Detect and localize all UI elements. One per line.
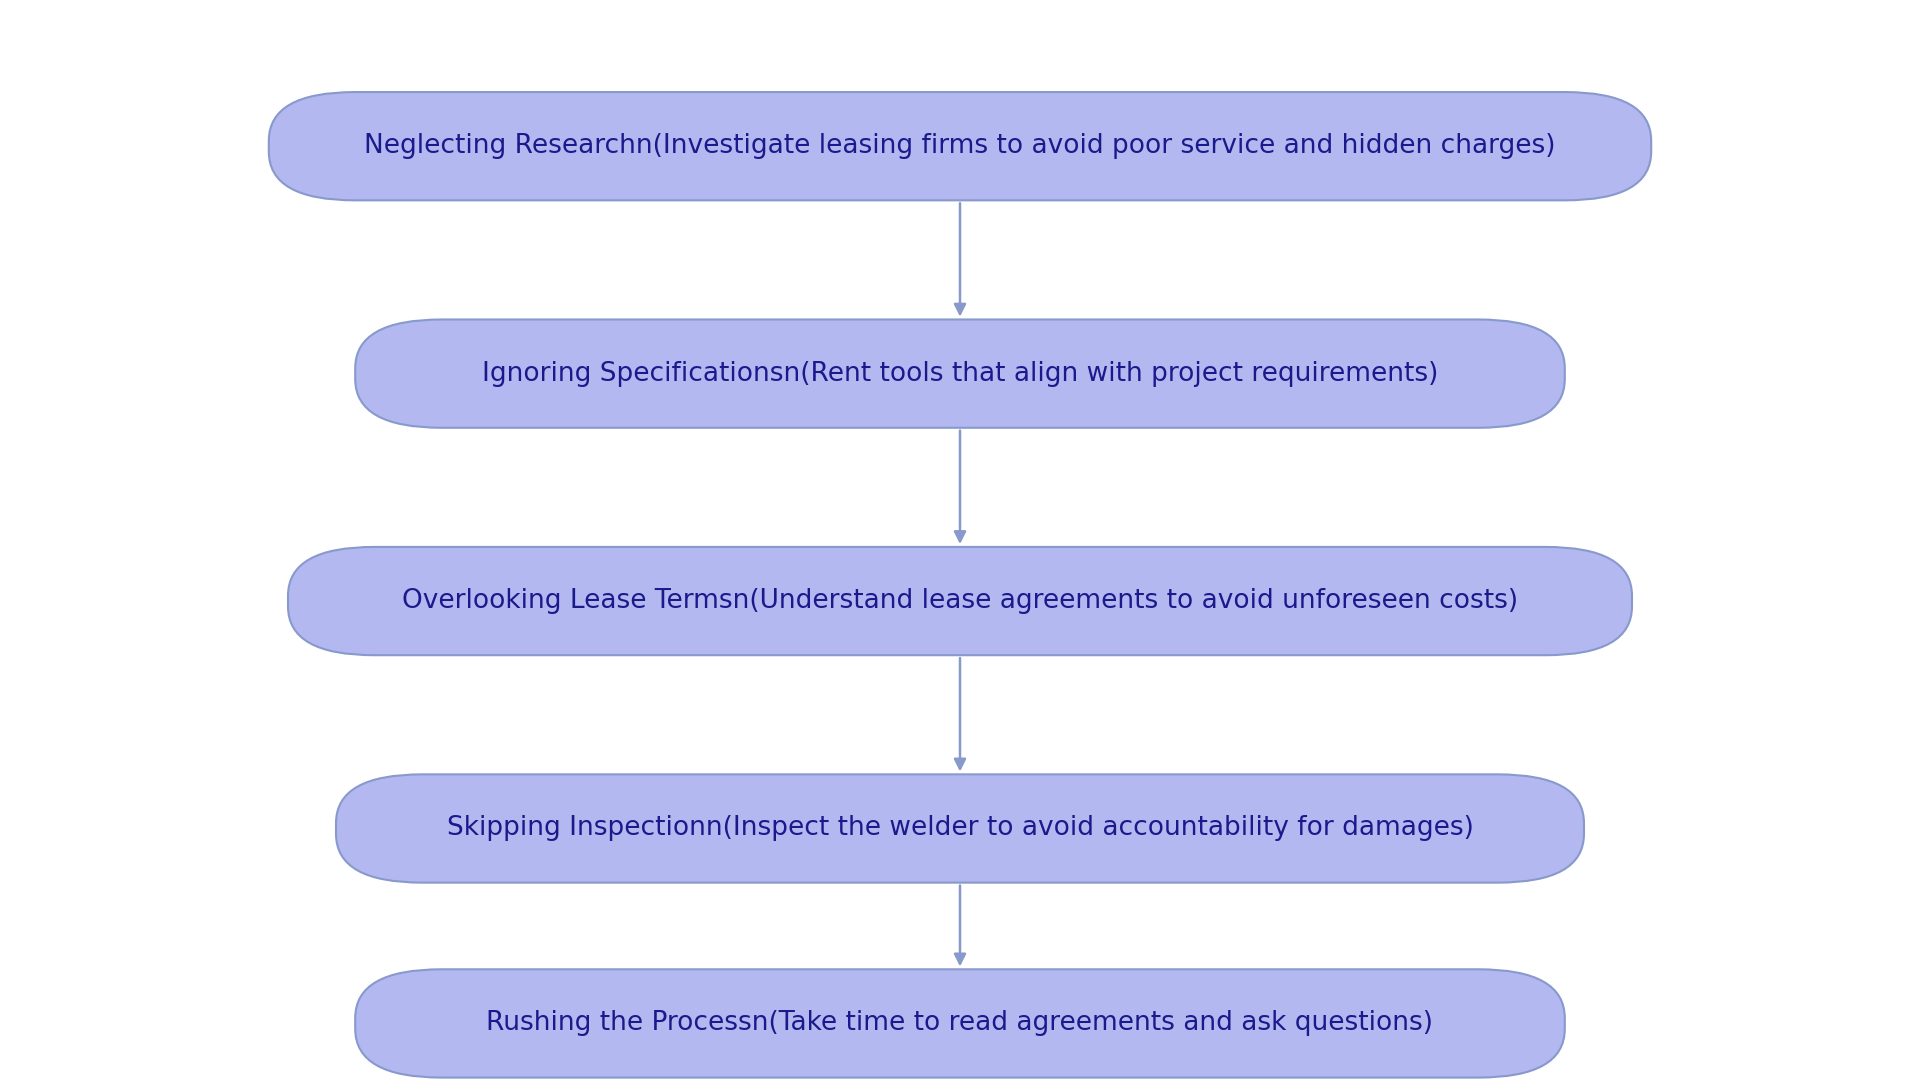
Text: Rushing the Processn(Take time to read agreements and ask questions): Rushing the Processn(Take time to read a… <box>486 1010 1434 1036</box>
Text: Overlooking Lease Termsn(Understand lease agreements to avoid unforeseen costs): Overlooking Lease Termsn(Understand leas… <box>401 588 1519 614</box>
FancyBboxPatch shape <box>288 547 1632 655</box>
FancyBboxPatch shape <box>336 774 1584 883</box>
Text: Ignoring Specificationsn(Rent tools that align with project requirements): Ignoring Specificationsn(Rent tools that… <box>482 361 1438 387</box>
Text: Neglecting Researchn(Investigate leasing firms to avoid poor service and hidden : Neglecting Researchn(Investigate leasing… <box>365 133 1555 159</box>
FancyBboxPatch shape <box>269 92 1651 200</box>
FancyBboxPatch shape <box>355 969 1565 1078</box>
Text: Skipping Inspectionn(Inspect the welder to avoid accountability for damages): Skipping Inspectionn(Inspect the welder … <box>447 815 1473 841</box>
FancyBboxPatch shape <box>355 319 1565 428</box>
